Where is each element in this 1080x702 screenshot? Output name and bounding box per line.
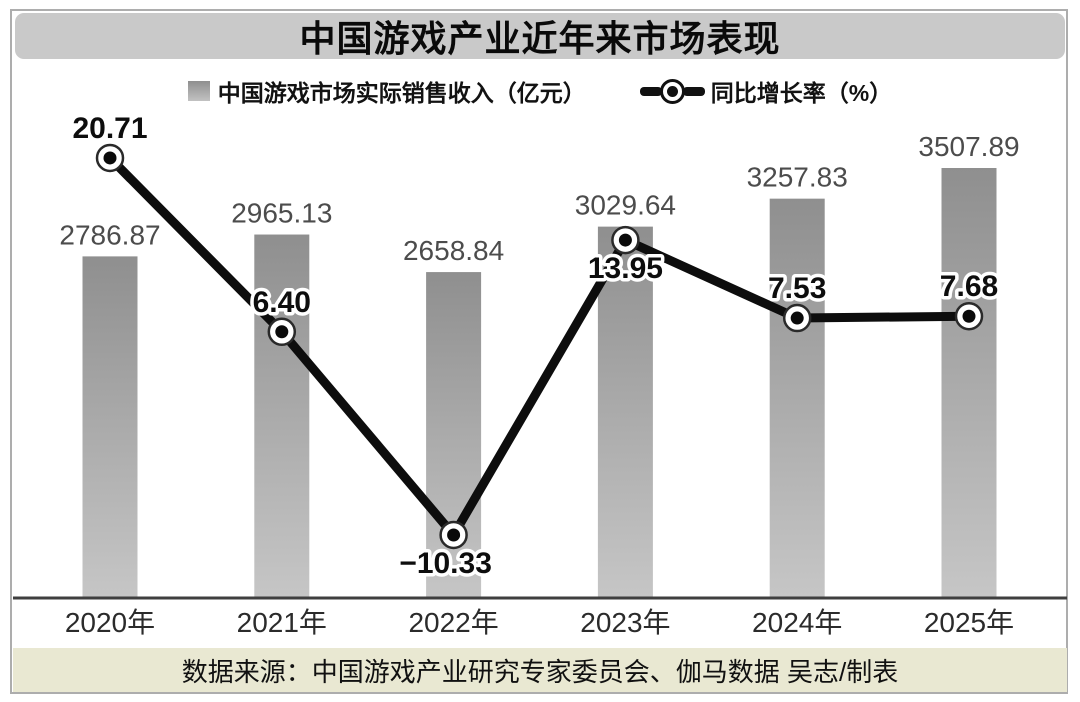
legend-label-growth: 同比增长率（%） — [710, 80, 893, 106]
line-marker-2025年 — [954, 301, 984, 331]
legend-item-revenue: 中国游戏市场实际销售收入（亿元） — [187, 74, 586, 108]
growth-value-label-2023年: 13.95 — [588, 252, 663, 285]
bar-value-label-2023年: 3029.64 — [575, 190, 676, 221]
year-label-2022年: 2022年 — [408, 607, 498, 638]
growth-value-label-2022年: −10.33 — [399, 547, 492, 580]
year-label-2023年: 2023年 — [580, 607, 670, 638]
line-marker-2021年 — [267, 317, 297, 347]
bar-value-label-2025年: 3507.89 — [918, 131, 1019, 162]
bar-2021年 — [254, 234, 310, 598]
line-marker-2023年 — [611, 225, 640, 255]
bar-value-label-2022年: 2658.84 — [403, 235, 504, 266]
bar-legend-swatch-icon — [187, 81, 210, 101]
bar-value-label-2024年: 3257.83 — [747, 162, 848, 193]
line-marker-2024年 — [782, 303, 812, 333]
year-label-2020年: 2020年 — [65, 607, 155, 638]
growth-value-label-2021年: 6.40 — [253, 286, 311, 319]
page-title: 中国游戏产业近年来市场表现 — [299, 18, 781, 59]
bar-2023年 — [597, 226, 653, 598]
line-legend-marker-icon — [639, 78, 705, 104]
bar-value-label-2021年: 2965.13 — [231, 198, 332, 229]
source-note: 数据来源：中国游戏产业研究专家委员会、伽马数据 吴志/制表 — [181, 656, 899, 687]
line-marker-2020年 — [95, 143, 125, 173]
growth-value-label-2025年: 7.68 — [940, 270, 998, 303]
title-bar: 中国游戏产业近年来市场表现 — [15, 13, 1065, 59]
growth-line-series — [106, 154, 970, 540]
year-label-2021年: 2021年 — [237, 607, 327, 638]
legend-label-revenue: 中国游戏市场实际销售收入（亿元） — [217, 80, 586, 106]
year-label-2025年: 2025年 — [924, 607, 1014, 638]
bar-2024年 — [769, 198, 825, 598]
source-footer: 数据来源：中国游戏产业研究专家委员会、伽马数据 吴志/制表 — [13, 648, 1067, 692]
line-marker-2022年 — [439, 520, 468, 550]
year-label-2024年: 2024年 — [752, 607, 842, 638]
chart-legend: 中国游戏市场实际销售收入（亿元） 同比增长率（%） — [0, 74, 1080, 108]
growth-value-label-2024年: 7.53 — [768, 272, 826, 305]
bar-value-label-2020年: 2786.87 — [59, 219, 160, 250]
bar-2020年 — [82, 256, 138, 598]
growth-value-label-2020年: 20.71 — [72, 112, 147, 145]
legend-item-growth: 同比增长率（%） — [639, 74, 893, 108]
outer-frame — [10, 9, 1068, 694]
bar-2025年 — [941, 168, 997, 598]
